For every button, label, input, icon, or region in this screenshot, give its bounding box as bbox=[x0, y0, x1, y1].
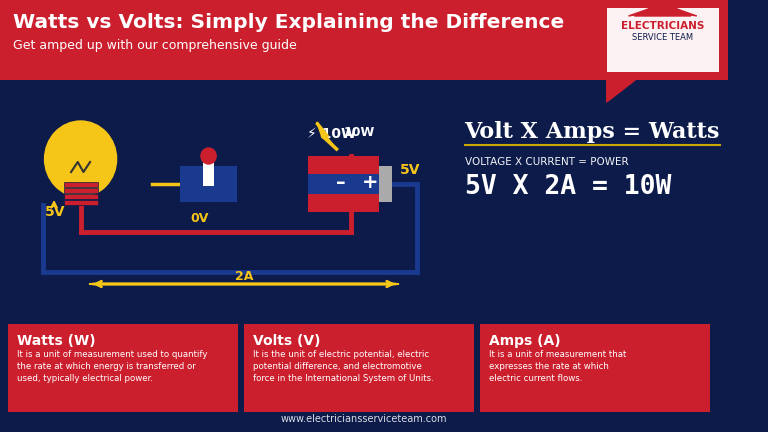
FancyBboxPatch shape bbox=[379, 166, 392, 202]
Polygon shape bbox=[607, 80, 635, 102]
Text: 2A: 2A bbox=[235, 270, 253, 283]
Text: It is the unit of electric potential, electric
potential difference, and electro: It is the unit of electric potential, el… bbox=[253, 350, 434, 383]
Text: –: – bbox=[336, 172, 346, 191]
Text: Amps (A): Amps (A) bbox=[489, 334, 561, 348]
Text: +: + bbox=[362, 172, 378, 191]
FancyBboxPatch shape bbox=[480, 324, 710, 412]
Circle shape bbox=[201, 148, 216, 164]
Text: 5V: 5V bbox=[400, 163, 421, 177]
Text: ELECTRICIANS: ELECTRICIANS bbox=[621, 21, 704, 31]
FancyBboxPatch shape bbox=[308, 156, 379, 212]
Polygon shape bbox=[628, 4, 697, 16]
Text: 0V: 0V bbox=[190, 212, 208, 225]
Text: 10W: 10W bbox=[343, 126, 375, 139]
Text: Volts (V): Volts (V) bbox=[253, 334, 320, 348]
FancyBboxPatch shape bbox=[203, 156, 214, 186]
Text: Watts vs Volts: Simply Explaining the Difference: Watts vs Volts: Simply Explaining the Di… bbox=[13, 13, 564, 32]
FancyBboxPatch shape bbox=[8, 324, 238, 412]
FancyBboxPatch shape bbox=[64, 200, 98, 205]
FancyBboxPatch shape bbox=[0, 0, 728, 80]
FancyBboxPatch shape bbox=[64, 182, 98, 187]
Text: Get amped up with our comprehensive guide: Get amped up with our comprehensive guid… bbox=[13, 38, 297, 51]
Polygon shape bbox=[634, 2, 691, 16]
Text: ⚡ 10W: ⚡ 10W bbox=[307, 127, 356, 141]
Text: Watts (W): Watts (W) bbox=[17, 334, 96, 348]
FancyBboxPatch shape bbox=[180, 166, 237, 202]
Polygon shape bbox=[316, 122, 337, 150]
FancyBboxPatch shape bbox=[64, 188, 98, 193]
FancyBboxPatch shape bbox=[607, 8, 719, 72]
Circle shape bbox=[45, 121, 117, 197]
FancyBboxPatch shape bbox=[64, 194, 98, 199]
Text: 5V: 5V bbox=[45, 205, 65, 219]
Text: Volt X Amps = Watts: Volt X Amps = Watts bbox=[465, 121, 720, 143]
Text: It is a unit of measurement that
expresses the rate at which
electric current fl: It is a unit of measurement that express… bbox=[489, 350, 627, 383]
Text: 5V X 2A = 10W: 5V X 2A = 10W bbox=[465, 174, 671, 200]
FancyBboxPatch shape bbox=[243, 324, 474, 412]
Text: VOLTAGE X CURRENT = POWER: VOLTAGE X CURRENT = POWER bbox=[465, 157, 628, 167]
Text: SERVICE TEAM: SERVICE TEAM bbox=[632, 32, 694, 41]
Text: It is a unit of measurement used to quantify
the rate at which energy is transfe: It is a unit of measurement used to quan… bbox=[17, 350, 207, 383]
Text: www.electriciansserviceteam.com: www.electriciansserviceteam.com bbox=[281, 414, 447, 424]
FancyBboxPatch shape bbox=[308, 174, 379, 194]
